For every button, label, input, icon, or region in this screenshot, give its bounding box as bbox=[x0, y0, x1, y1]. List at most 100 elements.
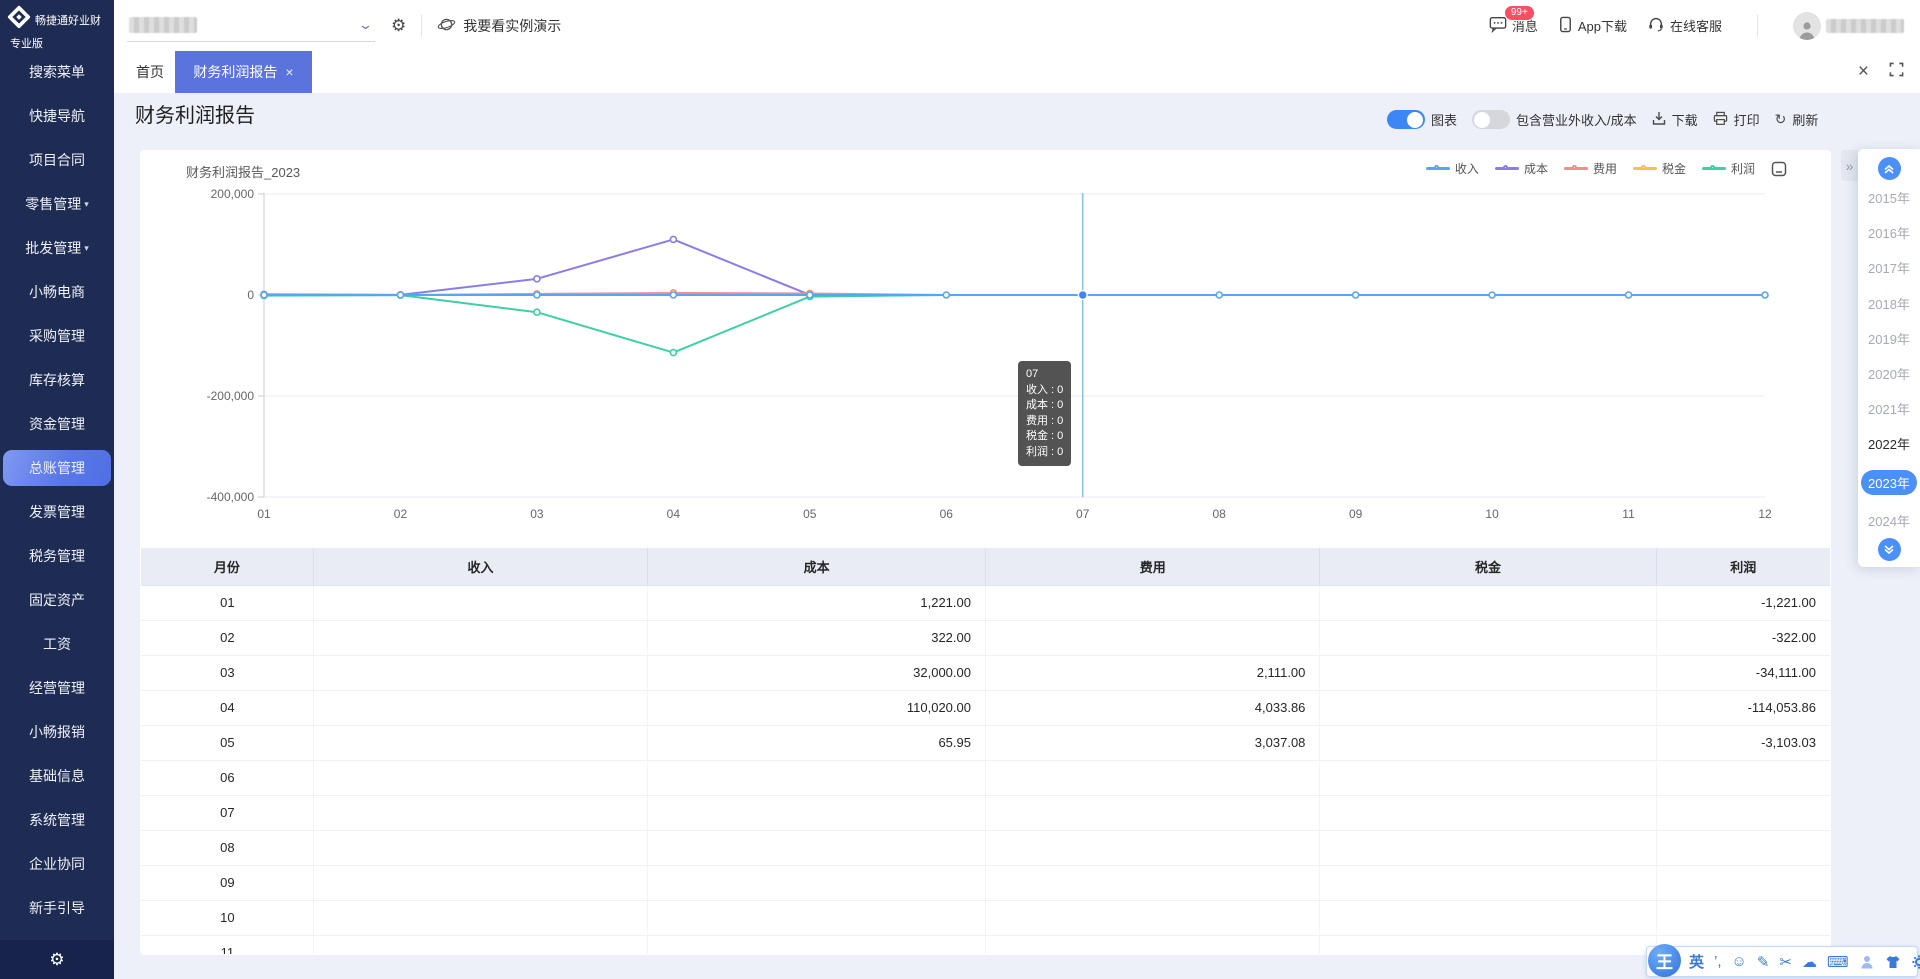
table-cell bbox=[1319, 830, 1657, 866]
sidebar-item-采购管理[interactable]: 采购管理 bbox=[0, 314, 114, 358]
printer-icon bbox=[1713, 111, 1728, 129]
ime-scissors-icon[interactable]: ✂ bbox=[1779, 953, 1792, 971]
legend-item-利润[interactable]: 利润 bbox=[1701, 160, 1755, 177]
sidebar-item-新手引导[interactable]: 新手引导 bbox=[0, 886, 114, 930]
year-panel-collapse-handle[interactable]: » bbox=[1841, 150, 1858, 181]
svg-text:200,000: 200,000 bbox=[211, 187, 255, 201]
chart-toggle[interactable] bbox=[1387, 110, 1425, 129]
sidebar-item-系统管理[interactable]: 系统管理 bbox=[0, 798, 114, 842]
download-button[interactable]: 下载 bbox=[1652, 110, 1698, 129]
sidebar-item-label: 小畅电商 bbox=[29, 284, 85, 300]
sidebar: 畅捷通好业财 专业版 搜索菜单 快捷导航 项目合同 零售管理 ▾ 批发管理 ▾ 小畅电商 采购管… bbox=[0, 0, 114, 979]
org-selector[interactable]: ⌄ bbox=[127, 10, 375, 42]
include-toggle-label: 包含营业外收入/成本 bbox=[1516, 113, 1637, 128]
tab-home[interactable]: 首页 bbox=[124, 51, 176, 93]
sidebar-item-经营管理[interactable]: 经营管理 bbox=[0, 666, 114, 710]
year-item-2020年[interactable]: 2020年 bbox=[1868, 367, 1910, 383]
sidebar-item-小畅电商[interactable]: 小畅电商 bbox=[0, 270, 114, 314]
page-title: 财务利润报告 bbox=[135, 105, 255, 127]
tooltip-row: 费用 : 0 bbox=[1026, 414, 1064, 427]
sidebar-item-发票管理[interactable]: 发票管理 bbox=[0, 490, 114, 534]
legend-item-成本[interactable]: 成本 bbox=[1494, 160, 1548, 177]
print-button[interactable]: 打印 bbox=[1713, 110, 1760, 129]
tab-profit-report[interactable]: 财务利润报告 × bbox=[175, 51, 312, 93]
sidebar-item-基础信息[interactable]: 基础信息 bbox=[0, 754, 114, 798]
year-item-2016年[interactable]: 2016年 bbox=[1868, 226, 1910, 242]
year-item-2022年[interactable]: 2022年 bbox=[1868, 437, 1910, 453]
svg-text:05: 05 bbox=[803, 507, 817, 521]
ime-logo[interactable]: 王 bbox=[1648, 944, 1681, 977]
table-cell: 01 bbox=[141, 585, 314, 621]
ime-skin-icon[interactable] bbox=[1885, 954, 1901, 970]
ime-emoji-icon[interactable]: ☺ bbox=[1731, 953, 1747, 970]
table-cell bbox=[985, 585, 1321, 621]
table-cell bbox=[1319, 585, 1657, 621]
demo-link[interactable]: 我要看实例演示 bbox=[437, 15, 561, 37]
sidebar-item-企业协同[interactable]: 企业协同 bbox=[0, 842, 114, 886]
messages-button[interactable]: 99+ 消息 bbox=[1489, 5, 1538, 36]
legend-item-费用[interactable]: 费用 bbox=[1563, 160, 1617, 177]
table-cell: 110,020.00 bbox=[647, 690, 986, 726]
sidebar-item-搜索菜单[interactable]: 搜索菜单 bbox=[0, 50, 114, 94]
table-cell: -322.00 bbox=[1656, 620, 1830, 656]
include-nonoperating-toggle[interactable] bbox=[1472, 110, 1511, 129]
sidebar-settings-button[interactable]: ⚙ bbox=[0, 940, 114, 979]
fullscreen-icon[interactable] bbox=[1889, 62, 1904, 82]
user-account[interactable] bbox=[1793, 11, 1904, 40]
app-download-button[interactable]: App下载 bbox=[1558, 16, 1627, 36]
legend-item-收入[interactable]: 收入 bbox=[1425, 160, 1479, 177]
table-cell bbox=[985, 865, 1321, 901]
year-scroll-down-button[interactable] bbox=[1877, 538, 1901, 561]
save-chart-icon[interactable] bbox=[1771, 161, 1787, 177]
sidebar-item-库存核算[interactable]: 库存核算 bbox=[0, 358, 114, 402]
sidebar-item-资金管理[interactable]: 资金管理 bbox=[0, 402, 114, 446]
year-item-2023年[interactable]: 2023年 bbox=[1861, 469, 1917, 495]
close-all-tabs-icon[interactable]: × bbox=[1857, 61, 1869, 82]
year-scroll-up-button[interactable] bbox=[1877, 157, 1901, 180]
ime-english-mode-icon[interactable]: 英 bbox=[1689, 954, 1705, 971]
brand-block: 畅捷通好业财 专业版 bbox=[0, 0, 114, 51]
sidebar-item-批发管理[interactable]: 批发管理 ▾ bbox=[0, 226, 114, 270]
ime-keyboard-icon[interactable]: ⌨ bbox=[1827, 953, 1849, 971]
sidebar-item-固定资产[interactable]: 固定资产 bbox=[0, 578, 114, 622]
refresh-label: 刷新 bbox=[1792, 113, 1819, 128]
year-item-2019年[interactable]: 2019年 bbox=[1868, 331, 1910, 347]
sidebar-item-label: 批发管理 bbox=[25, 240, 82, 256]
caret-down-icon: ▾ bbox=[84, 198, 89, 209]
year-item-2018年[interactable]: 2018年 bbox=[1868, 296, 1910, 312]
sidebar-item-总账管理[interactable]: 总账管理 bbox=[3, 450, 111, 486]
legend-item-税金[interactable]: 税金 bbox=[1632, 160, 1686, 177]
sidebar-item-零售管理[interactable]: 零售管理 ▾ bbox=[0, 182, 114, 226]
topbar: ⌄ ⚙ 我要看实例演示 99+ bbox=[114, 0, 1920, 51]
svg-text:02: 02 bbox=[394, 507, 408, 521]
year-item-2017年[interactable]: 2017年 bbox=[1868, 261, 1910, 277]
sidebar-item-快捷导航[interactable]: 快捷导航 bbox=[0, 94, 114, 138]
table-row: 05 65.95 3,037.08 -3,103.03 bbox=[141, 725, 1830, 761]
ime-account-icon[interactable] bbox=[1859, 954, 1875, 970]
svg-text:09: 09 bbox=[1349, 507, 1363, 521]
ime-punctuation-icon[interactable]: ’, bbox=[1714, 953, 1722, 970]
tab-close-icon[interactable]: × bbox=[285, 64, 294, 80]
chart-legend: 收入 成本 费用 税金 利润 bbox=[1425, 160, 1787, 177]
table-cell: 03 bbox=[141, 655, 314, 691]
ime-handwriting-icon[interactable]: ✎ bbox=[1756, 953, 1770, 971]
year-item-2024年[interactable]: 2024年 bbox=[1868, 513, 1910, 529]
divider bbox=[1757, 14, 1758, 37]
year-item-2021年[interactable]: 2021年 bbox=[1868, 402, 1910, 418]
sidebar-item-工资[interactable]: 工资 bbox=[0, 622, 114, 666]
legend-marker-icon bbox=[1632, 162, 1657, 175]
refresh-button[interactable]: ↻ 刷新 bbox=[1775, 110, 1819, 129]
tooltip-row: 成本 : 0 bbox=[1026, 399, 1064, 411]
settings-gear-icon[interactable]: ⚙ bbox=[391, 15, 407, 35]
year-item-2015年[interactable]: 2015年 bbox=[1868, 191, 1910, 207]
ime-cloud-icon[interactable]: ☁ bbox=[1802, 953, 1817, 971]
ime-settings-icon[interactable] bbox=[1911, 954, 1920, 970]
sidebar-item-税务管理[interactable]: 税务管理 bbox=[0, 534, 114, 578]
sidebar-item-小畅报销[interactable]: 小畅报销 bbox=[0, 710, 114, 754]
sidebar-item-项目合同[interactable]: 项目合同 bbox=[0, 138, 114, 182]
online-service-button[interactable]: 在线客服 bbox=[1647, 15, 1722, 36]
report-controls: 图表 包含营业外收入/成本 下载 打印 bbox=[1387, 110, 1818, 129]
brand-logo-icon bbox=[7, 5, 31, 34]
